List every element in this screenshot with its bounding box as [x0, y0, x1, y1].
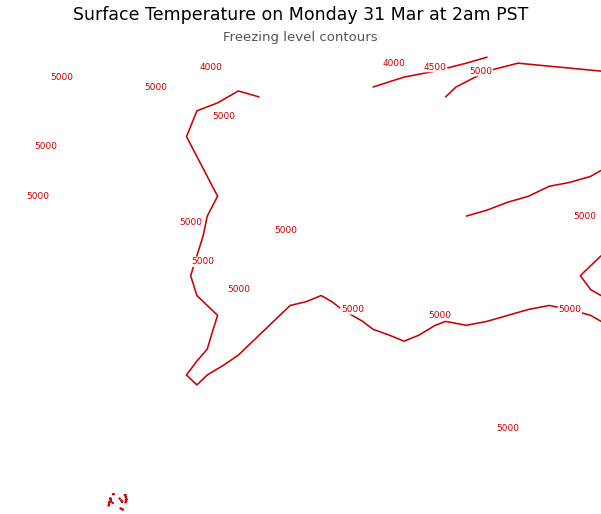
Text: 5000: 5000 [179, 217, 202, 227]
Text: 5000: 5000 [275, 226, 297, 234]
Text: 4500: 4500 [424, 63, 447, 71]
Text: 5000: 5000 [573, 212, 596, 221]
Text: 5000: 5000 [469, 67, 492, 76]
Text: 5000: 5000 [144, 83, 167, 91]
Text: 5000: 5000 [428, 311, 451, 320]
Text: 5000: 5000 [50, 72, 74, 82]
Text: 5000: 5000 [496, 424, 519, 433]
Text: Surface Temperature on Monday 31 Mar at 2am PST: Surface Temperature on Monday 31 Mar at … [73, 6, 528, 24]
Text: 5000: 5000 [341, 305, 364, 314]
Text: 4000: 4000 [382, 59, 405, 68]
Text: 5000: 5000 [558, 305, 581, 314]
Text: 5000: 5000 [192, 258, 215, 266]
Text: 4000: 4000 [200, 63, 223, 71]
Text: Freezing level contours: Freezing level contours [223, 31, 378, 44]
Text: 5000: 5000 [34, 142, 57, 151]
Text: 5000: 5000 [227, 285, 250, 294]
Text: 5000: 5000 [212, 112, 236, 121]
Text: 5000: 5000 [26, 192, 49, 201]
